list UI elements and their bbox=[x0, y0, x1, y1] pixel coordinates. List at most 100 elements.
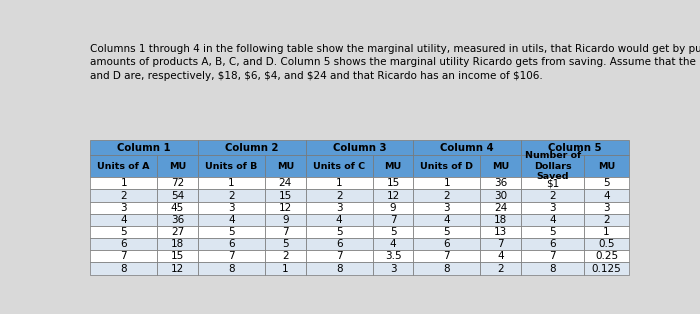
Text: 7: 7 bbox=[228, 252, 235, 261]
Bar bbox=[306, 226, 372, 238]
Bar bbox=[198, 238, 265, 250]
Text: 30: 30 bbox=[494, 191, 508, 201]
Text: 12: 12 bbox=[386, 191, 400, 201]
Text: 3: 3 bbox=[603, 203, 610, 213]
Bar bbox=[372, 155, 414, 177]
Text: Columns 1 through 4 in the following table show the marginal utility, measured i: Columns 1 through 4 in the following tab… bbox=[90, 44, 700, 81]
Text: 4: 4 bbox=[550, 215, 556, 225]
Bar bbox=[522, 202, 584, 214]
Text: 5: 5 bbox=[390, 227, 396, 237]
Text: 8: 8 bbox=[550, 263, 556, 273]
Bar bbox=[306, 140, 414, 155]
Bar bbox=[414, 155, 480, 177]
Text: 6: 6 bbox=[120, 239, 127, 249]
Bar bbox=[157, 202, 198, 214]
Text: 0.5: 0.5 bbox=[598, 239, 615, 249]
Text: 4: 4 bbox=[603, 191, 610, 201]
Bar bbox=[198, 214, 265, 226]
Text: 15: 15 bbox=[386, 178, 400, 188]
Text: 5: 5 bbox=[550, 227, 556, 237]
Bar bbox=[584, 250, 629, 263]
Text: 2: 2 bbox=[444, 191, 450, 201]
Bar bbox=[157, 189, 198, 202]
Text: MU: MU bbox=[598, 162, 615, 171]
Text: Units of D: Units of D bbox=[421, 162, 473, 171]
Text: 2: 2 bbox=[336, 191, 342, 201]
Bar bbox=[522, 238, 584, 250]
Text: 2: 2 bbox=[550, 191, 556, 201]
Bar bbox=[480, 238, 522, 250]
Bar bbox=[372, 250, 414, 263]
Bar bbox=[198, 155, 265, 177]
Bar bbox=[522, 140, 629, 155]
Bar bbox=[414, 189, 480, 202]
Bar bbox=[198, 140, 306, 155]
Text: 12: 12 bbox=[171, 263, 184, 273]
Text: 5: 5 bbox=[282, 239, 288, 249]
Bar bbox=[157, 177, 198, 189]
Bar bbox=[372, 189, 414, 202]
Text: 36: 36 bbox=[171, 215, 184, 225]
Bar bbox=[584, 226, 629, 238]
Bar bbox=[90, 155, 157, 177]
Bar bbox=[265, 189, 306, 202]
Bar bbox=[480, 202, 522, 214]
Text: 3.5: 3.5 bbox=[385, 252, 401, 261]
Text: Units of C: Units of C bbox=[313, 162, 365, 171]
Text: Column 2: Column 2 bbox=[225, 143, 279, 153]
Text: 9: 9 bbox=[282, 215, 288, 225]
Text: 2: 2 bbox=[120, 191, 127, 201]
Text: 3: 3 bbox=[390, 263, 396, 273]
Bar bbox=[306, 189, 372, 202]
Text: MU: MU bbox=[276, 162, 294, 171]
Bar bbox=[414, 214, 480, 226]
Text: 36: 36 bbox=[494, 178, 508, 188]
Bar bbox=[480, 226, 522, 238]
Text: 5: 5 bbox=[120, 227, 127, 237]
Bar bbox=[90, 177, 157, 189]
Bar bbox=[265, 155, 306, 177]
Bar bbox=[90, 214, 157, 226]
Bar bbox=[306, 238, 372, 250]
Bar bbox=[90, 140, 198, 155]
Bar bbox=[584, 177, 629, 189]
Text: 13: 13 bbox=[494, 227, 508, 237]
Text: Number of
Dollars
Saved: Number of Dollars Saved bbox=[524, 151, 581, 181]
Text: 5: 5 bbox=[336, 227, 342, 237]
Text: MU: MU bbox=[492, 162, 510, 171]
Bar bbox=[480, 189, 522, 202]
Text: 7: 7 bbox=[120, 252, 127, 261]
Text: 4: 4 bbox=[444, 215, 450, 225]
Bar bbox=[265, 263, 306, 275]
Bar bbox=[90, 189, 157, 202]
Text: 2: 2 bbox=[228, 191, 235, 201]
Text: 15: 15 bbox=[279, 191, 292, 201]
Bar bbox=[480, 250, 522, 263]
Text: Units of B: Units of B bbox=[205, 162, 258, 171]
Text: 0.125: 0.125 bbox=[592, 263, 622, 273]
Bar bbox=[372, 238, 414, 250]
Text: 6: 6 bbox=[228, 239, 235, 249]
Bar bbox=[265, 250, 306, 263]
Text: 6: 6 bbox=[550, 239, 556, 249]
Text: 3: 3 bbox=[120, 203, 127, 213]
Bar bbox=[584, 214, 629, 226]
Bar bbox=[157, 263, 198, 275]
Bar bbox=[522, 177, 584, 189]
Text: 24: 24 bbox=[279, 178, 292, 188]
Bar bbox=[522, 214, 584, 226]
Bar bbox=[157, 226, 198, 238]
Text: 1: 1 bbox=[282, 263, 288, 273]
Bar bbox=[198, 226, 265, 238]
Bar bbox=[265, 202, 306, 214]
Text: 5: 5 bbox=[228, 227, 235, 237]
Text: 45: 45 bbox=[171, 203, 184, 213]
Bar bbox=[90, 226, 157, 238]
Text: Column 3: Column 3 bbox=[332, 143, 386, 153]
Bar bbox=[522, 155, 584, 177]
Bar bbox=[157, 238, 198, 250]
Text: 3: 3 bbox=[444, 203, 450, 213]
Text: Units of A: Units of A bbox=[97, 162, 150, 171]
Text: 4: 4 bbox=[390, 239, 396, 249]
Text: 5: 5 bbox=[444, 227, 450, 237]
